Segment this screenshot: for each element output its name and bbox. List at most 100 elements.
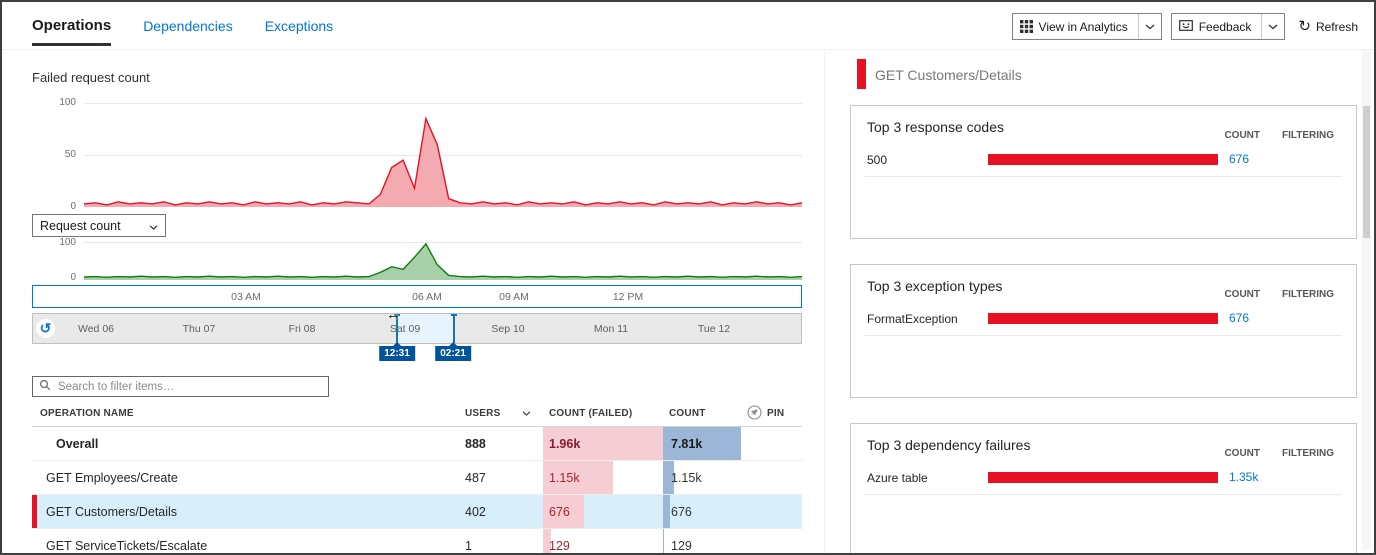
- card-count-column-header: COUNT: [1224, 448, 1260, 459]
- tab-operations[interactable]: Operations: [32, 3, 112, 48]
- chevron-down-icon[interactable]: [1137, 14, 1161, 39]
- y-tick-label: 0: [70, 201, 76, 212]
- column-pin[interactable]: PIN: [741, 404, 802, 423]
- refresh-icon: ↻: [1298, 18, 1311, 35]
- brush-date-label: Sep 10: [491, 323, 525, 335]
- users-count: 487: [465, 470, 486, 485]
- time-axis-selection[interactable]: 03 AM 06 AM 09 AM 12 PM: [32, 285, 802, 308]
- failed-count-bar: [543, 495, 585, 528]
- search-icon: [39, 378, 51, 396]
- request-count-value: 1.15k: [671, 470, 702, 485]
- card-dependency-failures: Top 3 dependency failures COUNT FILTERIN…: [850, 423, 1357, 553]
- table-row-employees-create[interactable]: GET Employees/Create 487 1.15k 1.15k: [32, 461, 802, 495]
- table-row-customers-details[interactable]: GET Customers/Details 402 676 676: [32, 495, 802, 529]
- failed-count-value: 129: [549, 538, 570, 553]
- failed-chart-title: Failed request count: [32, 70, 150, 85]
- card-title: Top 3 response codes: [867, 119, 1004, 135]
- failed-count-bar: [543, 461, 614, 494]
- pin-icon: [747, 404, 762, 423]
- header-divider: [2, 49, 1374, 50]
- card-count-column-header: COUNT: [1224, 130, 1260, 141]
- count-bar: [988, 154, 1218, 165]
- count-link[interactable]: 1.35k: [1229, 470, 1259, 484]
- card-row-label: Azure table: [867, 471, 928, 485]
- card-row-label: FormatException: [867, 312, 958, 326]
- search-input[interactable]: [56, 379, 322, 394]
- table-header: OPERATION NAME USERS COUNT (FAILED) COUN…: [32, 401, 802, 427]
- card-filtering-column-header: FILTERING: [1281, 448, 1334, 459]
- chevron-down-icon: [149, 219, 158, 233]
- operation-name: GET Customers/Details: [46, 504, 178, 519]
- count-link[interactable]: 676: [1229, 311, 1250, 325]
- view-in-analytics-button[interactable]: View in Analytics: [1011, 13, 1162, 40]
- header-controls: View in Analytics Feedback ↻ Refresh: [1011, 13, 1358, 40]
- request-count-bar: [663, 427, 741, 460]
- brush-selection[interactable]: [397, 314, 454, 343]
- y-tick-label: 50: [64, 149, 76, 160]
- y-tick-label: 100: [59, 97, 76, 108]
- refresh-button[interactable]: ↻ Refresh: [1298, 19, 1358, 34]
- brush-handle-end[interactable]: [451, 314, 457, 343]
- tab-bar: Operations Dependencies Exceptions: [2, 2, 333, 49]
- brush-end-time-badge: 02:21: [435, 346, 471, 361]
- count-bar: [988, 472, 1218, 483]
- time-brush[interactable]: Wed 06 Thu 07 Fri 08 Sat 09 Sep 10 Mon 1…: [32, 313, 802, 344]
- count-bar-track: [988, 154, 1218, 165]
- count-link[interactable]: 676: [1229, 152, 1250, 166]
- y-tick-label: 100: [59, 237, 76, 248]
- card-title: Top 3 dependency failures: [867, 437, 1031, 453]
- scrollbar-track[interactable]: [1362, 50, 1371, 550]
- view-in-analytics-label: View in Analytics: [1038, 19, 1128, 34]
- panel-divider: [824, 50, 825, 553]
- brush-handle-start[interactable]: [394, 314, 400, 343]
- brush-start-time-badge: 12:31: [379, 346, 415, 361]
- request-count-chart: 100 0: [32, 237, 802, 283]
- horizontal-resize-cursor-icon: ↔: [386, 306, 401, 323]
- failed-count-value: 676: [549, 504, 570, 519]
- request-count-value: 129: [671, 538, 692, 553]
- operation-name: GET ServiceTickets/Escalate: [46, 538, 208, 553]
- selected-operation-accent-bar: [857, 59, 866, 89]
- card-row-divider: [865, 335, 1342, 336]
- column-pin-label: PIN: [767, 408, 785, 419]
- card-count-column-header: COUNT: [1224, 289, 1260, 300]
- request-count-value: 676: [671, 504, 692, 519]
- sort-chevron-icon: [522, 408, 531, 419]
- table-row-overall[interactable]: Overall 888 1.96k 7.81k: [32, 427, 802, 461]
- metric-dropdown[interactable]: Request count: [32, 214, 166, 237]
- card-title: Top 3 exception types: [867, 278, 1003, 294]
- card-response-codes: Top 3 response codes COUNT FILTERING 500…: [850, 105, 1357, 239]
- card-row-label: 500: [867, 153, 888, 167]
- x-axis-label: 06 AM: [412, 291, 442, 303]
- column-operation-name: OPERATION NAME: [40, 408, 134, 419]
- tab-dependencies[interactable]: Dependencies: [143, 17, 233, 34]
- feedback-button[interactable]: Feedback: [1170, 13, 1286, 40]
- brush-date-label: Thu 07: [182, 323, 216, 335]
- column-users[interactable]: USERS: [457, 408, 543, 419]
- failed-count-bar: [543, 529, 551, 553]
- failed-count-value: 1.15k: [549, 470, 580, 485]
- card-exception-types: Top 3 exception types COUNT FILTERING Fo…: [850, 264, 1357, 398]
- column-users-label: USERS: [465, 408, 501, 419]
- users-count: 1: [465, 538, 472, 553]
- failed-count-bar: [543, 427, 663, 460]
- request-count-bar: [663, 495, 670, 528]
- feedback-smiley-icon: [1172, 20, 1193, 33]
- chevron-down-icon[interactable]: [1261, 14, 1284, 39]
- search-box[interactable]: [32, 376, 329, 397]
- gridline: [84, 103, 802, 104]
- failed-count-value: 1.96k: [549, 436, 581, 451]
- card-row-divider: [865, 176, 1342, 177]
- operation-name: GET Employees/Create: [46, 470, 178, 485]
- table-row-servicetickets-escalate[interactable]: GET ServiceTickets/Escalate 1 129 129: [32, 529, 802, 553]
- users-count: 402: [465, 504, 486, 519]
- failed-request-series: [84, 116, 802, 207]
- scrollbar-thumb[interactable]: [1363, 106, 1370, 238]
- failed-request-chart: 100 50 0: [32, 97, 802, 212]
- request-count-value: 7.81k: [671, 436, 703, 451]
- tab-exceptions[interactable]: Exceptions: [264, 17, 334, 34]
- reset-zoom-icon[interactable]: ↺: [36, 319, 55, 338]
- request-count-series: [84, 242, 802, 280]
- x-axis-label: 09 AM: [499, 291, 529, 303]
